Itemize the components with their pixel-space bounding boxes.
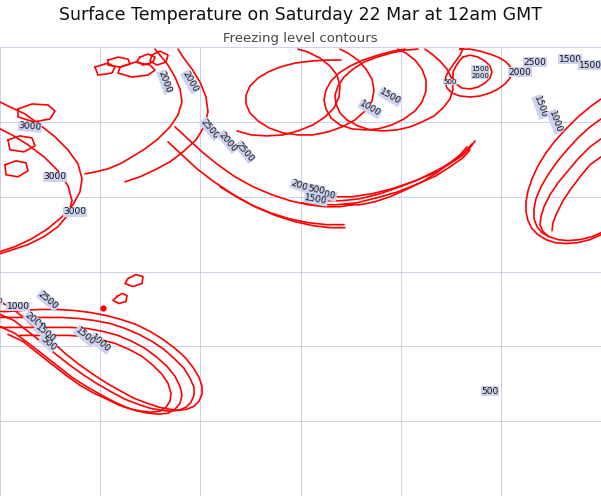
Text: 2000: 2000	[290, 179, 314, 195]
Text: 500: 500	[38, 334, 58, 352]
Text: 500: 500	[307, 184, 325, 196]
Text: 2500: 2500	[234, 140, 256, 164]
Text: 1500: 1500	[378, 87, 402, 107]
Text: 1500
2000: 1500 2000	[471, 65, 489, 78]
Text: 500: 500	[444, 79, 457, 85]
Text: 1500: 1500	[304, 193, 328, 206]
Text: 1000: 1000	[547, 110, 563, 134]
Text: 1500: 1500	[73, 325, 97, 347]
Text: 2500: 2500	[36, 290, 59, 311]
Text: 500: 500	[481, 387, 499, 396]
Text: 1000: 1000	[313, 188, 337, 201]
Text: 0: 0	[0, 299, 2, 305]
Text: 2000: 2000	[23, 310, 47, 332]
Text: 1500: 1500	[558, 55, 582, 63]
Text: 2000: 2000	[157, 70, 173, 94]
Text: 3000: 3000	[18, 122, 42, 132]
Text: 3000: 3000	[64, 207, 87, 216]
Text: 1500: 1500	[579, 61, 601, 69]
Text: 2500: 2500	[523, 58, 546, 66]
Text: 1500: 1500	[33, 322, 56, 344]
Text: Freezing level contours: Freezing level contours	[223, 32, 378, 45]
Text: Surface Temperature on Saturday 22 Mar at 12am GMT: Surface Temperature on Saturday 22 Mar a…	[59, 6, 542, 24]
Text: 1000: 1000	[88, 332, 112, 354]
Text: 1500: 1500	[532, 95, 548, 120]
Text: 2000: 2000	[508, 67, 531, 76]
Text: 2000: 2000	[180, 70, 200, 94]
Text: 3000: 3000	[43, 172, 67, 182]
Text: 1000: 1000	[358, 99, 382, 119]
Text: 1000: 1000	[7, 302, 29, 311]
Text: 2000: 2000	[217, 130, 239, 154]
Text: 2500: 2500	[199, 117, 221, 140]
